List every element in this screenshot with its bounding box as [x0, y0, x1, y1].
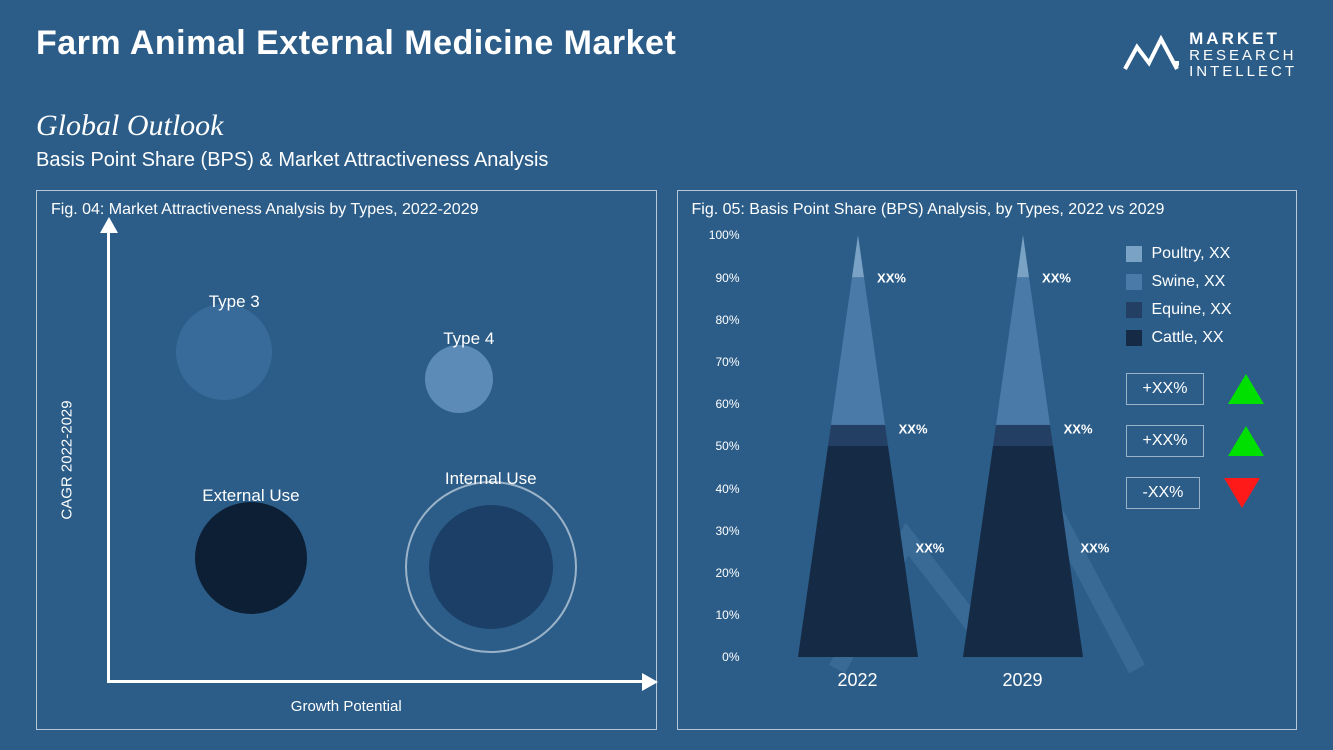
cone-segment [852, 235, 864, 277]
y-tick-label: 30% [715, 524, 739, 538]
delta-row: -XX% [1126, 477, 1281, 509]
page-title: Farm Animal External Medicine Market [36, 24, 676, 63]
legend-swatch-icon [1126, 302, 1142, 318]
fig5-y-ticks: 0%10%20%30%40%50%60%70%80%90%100% [698, 235, 744, 657]
bubble-label: Type 4 [409, 329, 529, 349]
cone-segment [798, 446, 918, 657]
panels-row: Fig. 04: Market Attractiveness Analysis … [36, 190, 1297, 730]
delta-badge: +XX% [1126, 425, 1205, 457]
header-row: Farm Animal External Medicine Market MAR… [36, 24, 1297, 79]
cone-segment [996, 278, 1050, 426]
bubble [425, 345, 493, 413]
fig5-panel: Fig. 05: Basis Point Share (BPS) Analysi… [677, 190, 1298, 730]
fig5-body: 0%10%20%30%40%50%60%70%80%90%100% 202220… [698, 235, 1281, 697]
delta-badge: -XX% [1126, 477, 1201, 509]
delta-badge: +XX% [1126, 373, 1205, 405]
fig5-plot-area: 0%10%20%30%40%50%60%70%80%90%100% 202220… [698, 235, 1118, 697]
cone-segment [828, 425, 888, 446]
logo-line-2: RESEARCH [1189, 48, 1297, 64]
legend-label: Poultry, XX [1152, 245, 1231, 263]
subtitle-block: Global Outlook Basis Point Share (BPS) &… [36, 109, 1297, 172]
y-tick-label: 60% [715, 397, 739, 411]
bubble [429, 505, 553, 629]
x-axis-arrow-icon [107, 680, 646, 683]
y-tick-label: 10% [715, 608, 739, 622]
cone-segment [993, 425, 1053, 446]
bubble-label: External Use [191, 486, 311, 506]
legend-item: Swine, XX [1126, 273, 1281, 291]
legend-label: Equine, XX [1152, 301, 1232, 319]
fig5-legend: Poultry, XX Swine, XX Equine, XX Cattle, XX [1126, 245, 1281, 347]
triangle-down-icon [1224, 478, 1260, 508]
fig5-cone-area: 20222029XX%XX%XX%XX%XX%XX% [758, 235, 1118, 657]
bubble [176, 304, 272, 400]
delta-row: +XX% [1126, 425, 1281, 457]
cone-segment [963, 446, 1083, 657]
fig5-cone-svg [758, 235, 1118, 657]
fig4-title: Fig. 04: Market Attractiveness Analysis … [37, 191, 656, 219]
y-tick-label: 50% [715, 439, 739, 453]
legend-label: Swine, XX [1152, 273, 1226, 291]
fig5-side-panel: Poultry, XX Swine, XX Equine, XX Cattle, XX… [1118, 235, 1281, 697]
cone-segment [1017, 235, 1029, 277]
x-category-label: 2029 [1002, 670, 1042, 691]
logo-text: MARKET RESEARCH INTELLECT [1189, 30, 1297, 79]
legend-item: Cattle, XX [1126, 329, 1281, 347]
delta-row: +XX% [1126, 373, 1281, 405]
segment-value-label: XX% [1064, 422, 1093, 437]
logo-mark-icon [1123, 35, 1179, 75]
subtitle-1: Global Outlook [36, 109, 1297, 143]
fig4-x-axis-label: Growth Potential [291, 698, 402, 715]
segment-value-label: XX% [899, 422, 928, 437]
legend-swatch-icon [1126, 330, 1142, 346]
cone-segment [831, 278, 885, 426]
y-tick-label: 90% [715, 271, 739, 285]
y-tick-label: 100% [709, 228, 740, 242]
fig5-title: Fig. 05: Basis Point Share (BPS) Analysi… [678, 191, 1297, 219]
y-tick-label: 80% [715, 313, 739, 327]
y-tick-label: 70% [715, 355, 739, 369]
fig4-y-axis-label: CAGR 2022-2029 [59, 401, 76, 520]
legend-label: Cattle, XX [1152, 329, 1224, 347]
y-tick-label: 20% [715, 566, 739, 580]
y-tick-label: 40% [715, 482, 739, 496]
segment-value-label: XX% [1080, 540, 1109, 555]
y-axis-arrow-icon [107, 229, 110, 683]
segment-value-label: XX% [877, 270, 906, 285]
brand-logo: MARKET RESEARCH INTELLECT [1123, 30, 1297, 79]
legend-item: Poultry, XX [1126, 245, 1281, 263]
segment-value-label: XX% [915, 540, 944, 555]
segment-value-label: XX% [1042, 270, 1071, 285]
subtitle-2: Basis Point Share (BPS) & Market Attract… [36, 149, 1297, 172]
logo-line-1: MARKET [1189, 30, 1297, 48]
logo-line-3: INTELLECT [1189, 64, 1297, 80]
legend-swatch-icon [1126, 246, 1142, 262]
fig4-panel: Fig. 04: Market Attractiveness Analysis … [36, 190, 657, 730]
triangle-up-icon [1228, 374, 1264, 404]
bubble-label: Internal Use [431, 469, 551, 489]
y-tick-label: 0% [722, 650, 739, 664]
fig4-plot-area: Type 3 Type 4 External Use Internal Use [107, 235, 640, 683]
legend-item: Equine, XX [1126, 301, 1281, 319]
x-category-label: 2022 [837, 670, 877, 691]
bubble [195, 502, 307, 614]
bubble-label: Type 3 [174, 292, 294, 312]
fig5-deltas: +XX% +XX% -XX% [1126, 373, 1281, 509]
triangle-up-icon [1228, 426, 1264, 456]
page-root: Farm Animal External Medicine Market MAR… [0, 0, 1333, 750]
legend-swatch-icon [1126, 274, 1142, 290]
